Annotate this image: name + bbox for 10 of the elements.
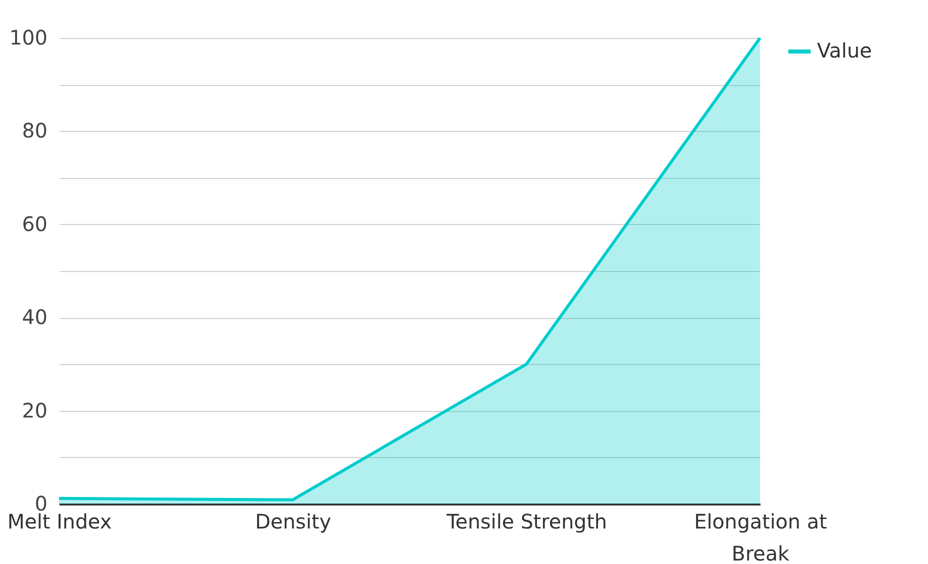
y-tick-label: 100 [9,26,48,50]
y-tick-label: 60 [22,212,48,236]
y-tick-label: 20 [22,398,48,422]
y-tick-label: 40 [22,305,48,330]
y-tick-label: 80 [22,118,48,143]
legend-label: Value [817,38,872,62]
x-tick-label: Elongation at Break [694,510,828,564]
x-tick-label: Melt Index [7,510,112,534]
x-tick-label: Density [255,510,332,534]
x-tick-label: Tensile Strength [446,510,608,534]
